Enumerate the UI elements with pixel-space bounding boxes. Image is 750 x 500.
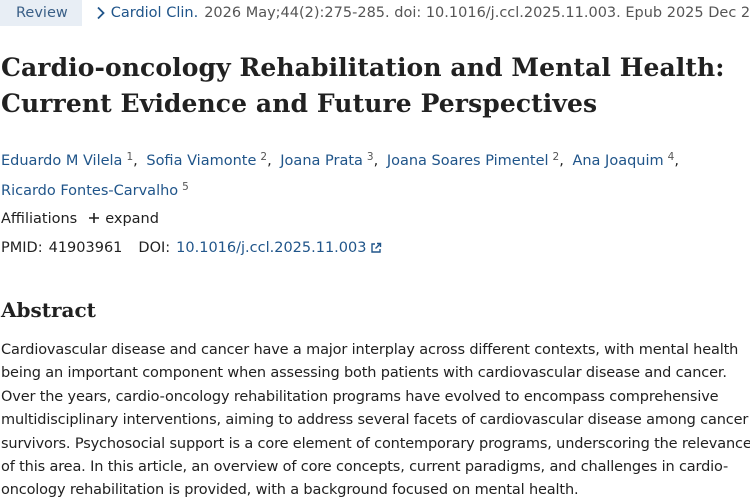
pmid-value: 41903961 bbox=[48, 240, 123, 256]
affiliations-label: Affiliations bbox=[1, 211, 78, 227]
doi-label: DOI: bbox=[138, 240, 171, 256]
pmid-label: PMID: bbox=[1, 240, 43, 256]
author-link[interactable]: Ana Joaquim bbox=[572, 153, 664, 169]
author-link[interactable]: Ricardo Fontes-Carvalho bbox=[1, 183, 179, 199]
plus-icon[interactable] bbox=[88, 210, 100, 228]
article-title: Cardio-oncology Rehabilitation and Menta… bbox=[1, 53, 725, 118]
affiliation-ref[interactable]: 3 bbox=[366, 151, 374, 163]
author-link[interactable]: Joana Prata bbox=[280, 153, 363, 169]
citation-details: 2026 May;44(2):275-285. doi: 10.1016/j.c… bbox=[204, 5, 750, 21]
author-item: Joana Soares Pimentel 2, bbox=[386, 151, 564, 169]
affiliation-ref[interactable]: 5 bbox=[182, 181, 189, 193]
journal-link[interactable]: Cardiol Clin. bbox=[110, 5, 199, 21]
affiliations-toggle[interactable]: Affiliations expand bbox=[1, 207, 159, 231]
author-item: Ricardo Fontes-Carvalho 5 bbox=[1, 181, 189, 199]
article-type-badge: Review bbox=[0, 0, 82, 26]
affiliation-ref[interactable]: 2 bbox=[260, 151, 268, 163]
abstract-heading: Abstract bbox=[1, 298, 96, 322]
abstract-text: Cardiovascular disease and cancer have a… bbox=[1, 342, 750, 499]
author-list: Eduardo M Vilela 1, Sofia Viamonte 2, Joan… bbox=[1, 144, 746, 204]
doi-link[interactable]: 10.1016/j.ccl.2025.11.003 bbox=[176, 240, 367, 256]
author-link[interactable]: Sofia Viamonte bbox=[146, 153, 257, 169]
author-link[interactable]: Joana Soares Pimentel bbox=[386, 153, 549, 169]
author-link[interactable]: Eduardo M Vilela bbox=[1, 153, 123, 169]
citation-bar: Review Cardiol Clin. 2026 May;44(2):275-… bbox=[0, 0, 750, 26]
affiliation-ref[interactable]: 2 bbox=[552, 151, 560, 163]
external-link-icon[interactable] bbox=[370, 242, 382, 254]
identifiers: PMID: 41903961 DOI: 10.1016/j.ccl.2025.1… bbox=[1, 236, 382, 260]
author-item: Sofia Viamonte 2, bbox=[146, 151, 272, 169]
author-item: Eduardo M Vilela 1, bbox=[1, 151, 138, 169]
author-item: Joana Prata 3, bbox=[280, 151, 379, 169]
author-item: Ana Joaquim 4, bbox=[572, 151, 679, 169]
affiliation-ref[interactable]: 1 bbox=[126, 151, 134, 163]
chevron-right-icon[interactable] bbox=[96, 6, 106, 20]
affiliation-ref[interactable]: 4 bbox=[667, 151, 675, 163]
expand-label[interactable]: expand bbox=[105, 211, 159, 227]
